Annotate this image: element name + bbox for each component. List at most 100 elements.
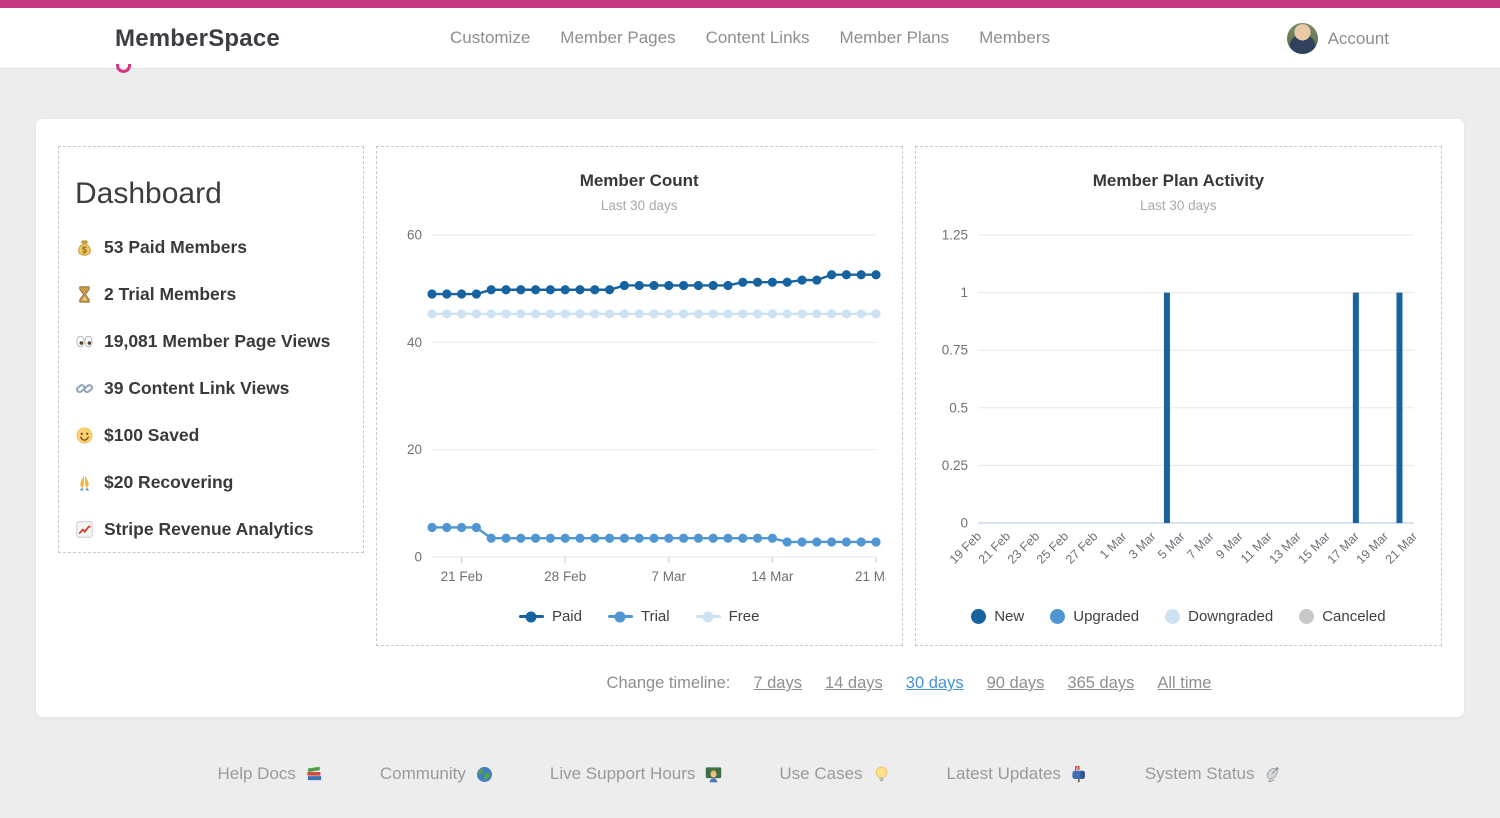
footer-help-docs[interactable]: Help Docs: [217, 764, 323, 784]
legend-marker-icon: [1050, 609, 1066, 624]
brand-accent-bar: [0, 0, 1500, 8]
main-content: Dashboard $ 53 Paid Members 2 Trial Memb…: [0, 69, 1500, 718]
footer-link-label: Help Docs: [217, 764, 296, 783]
stat-label: Stripe Revenue Analytics: [104, 519, 314, 539]
legend-marker-icon: [607, 615, 633, 618]
account-avatar[interactable]: [1286, 23, 1318, 54]
eyes-icon: [76, 335, 93, 348]
stat-label: 53 Paid Members: [104, 237, 247, 257]
satellite-icon: [1266, 766, 1279, 783]
stat-member-page-views[interactable]: 19,081 Member Page Views: [75, 331, 347, 352]
nav-item-content-links[interactable]: Content Links: [705, 28, 810, 47]
stat-content-link-views[interactable]: 39 Content Link Views: [75, 378, 347, 399]
timeline-row: Change timeline: 7 days 14 days 30 days …: [58, 674, 1442, 693]
legend-marker-icon: [971, 609, 987, 624]
svg-text:14 Mar: 14 Mar: [752, 569, 795, 584]
plan-activity-legend: New Upgraded Downgraded Canceled: [971, 608, 1386, 629]
svg-text:0.5: 0.5: [950, 400, 969, 415]
svg-text:7 Mar: 7 Mar: [1185, 529, 1217, 561]
legend-item-trial[interactable]: Trial: [607, 608, 670, 625]
books-icon: [307, 766, 322, 780]
legend-marker-icon: [518, 615, 544, 618]
svg-text:7 Mar: 7 Mar: [652, 569, 687, 584]
legend-item-downgraded[interactable]: Downgraded: [1165, 608, 1273, 625]
svg-text:21 Feb: 21 Feb: [441, 569, 483, 584]
member-count-legend: Paid Trial Free: [518, 608, 760, 629]
praying-hands-icon: [79, 474, 90, 491]
svg-text:15 Mar: 15 Mar: [1296, 529, 1333, 566]
timeline-label: Change timeline:: [606, 674, 731, 692]
timeline-all-time[interactable]: All time: [1157, 674, 1212, 692]
footer-community[interactable]: Community: [380, 764, 494, 784]
smiley-icon: [76, 427, 93, 444]
timeline-14-days[interactable]: 14 days: [825, 674, 883, 692]
svg-text:1.25: 1.25: [942, 228, 968, 243]
legend-item-upgraded[interactable]: Upgraded: [1050, 608, 1139, 625]
svg-text:20: 20: [407, 442, 422, 457]
globe-icon: [476, 766, 492, 782]
account-menu[interactable]: Account: [1286, 8, 1389, 69]
svg-text:19 Mar: 19 Mar: [1354, 529, 1391, 566]
svg-text:21 Feb: 21 Feb: [976, 529, 1013, 566]
legend-item-new[interactable]: New: [971, 608, 1024, 625]
svg-text:17 Mar: 17 Mar: [1325, 529, 1362, 566]
page-title: Dashboard: [75, 177, 222, 210]
stat-trial-members[interactable]: 2 Trial Members: [75, 284, 347, 305]
nav-item-member-plans[interactable]: Member Plans: [839, 28, 950, 47]
svg-text:19 Feb: 19 Feb: [947, 529, 984, 566]
account-label: Account: [1327, 28, 1389, 48]
legend-item-free[interactable]: Free: [695, 608, 760, 625]
stat-saved[interactable]: $100 Saved: [75, 425, 347, 446]
timeline-365-days[interactable]: 365 days: [1067, 674, 1135, 692]
svg-text:0.75: 0.75: [942, 343, 968, 358]
footer-link-label: System Status: [1144, 764, 1255, 783]
stat-recovering[interactable]: $20 Recovering: [75, 472, 347, 493]
timeline-30-days[interactable]: 30 days: [905, 674, 964, 692]
chart-title: Member Plan Activity: [1092, 171, 1265, 190]
memberspace-logo[interactable]: MemberSpace: [115, 8, 280, 73]
footer-latest-updates[interactable]: Latest Updates: [947, 764, 1089, 784]
svg-text:21 Mar: 21 Mar: [855, 569, 886, 584]
legend-item-canceled[interactable]: Canceled: [1299, 608, 1386, 625]
footer-system-status[interactable]: System Status: [1145, 764, 1283, 784]
dashboard-stats-panel: Dashboard $ 53 Paid Members 2 Trial Memb…: [58, 146, 364, 553]
svg-text:21 Mar: 21 Mar: [1383, 529, 1420, 566]
svg-text:40: 40: [407, 335, 422, 350]
stat-label: 2 Trial Members: [104, 284, 237, 304]
logo-text: MemberSpace: [115, 24, 280, 52]
svg-text:13 Mar: 13 Mar: [1267, 529, 1304, 566]
svg-text:60: 60: [407, 228, 422, 243]
footer-live-support-hours[interactable]: Live Support Hours: [550, 764, 724, 784]
legend-label: New: [994, 608, 1025, 625]
footer-use-cases[interactable]: Use Cases: [779, 764, 890, 784]
legend-label: Free: [728, 608, 760, 625]
legend-marker-icon: [695, 615, 721, 618]
nav-item-member-pages[interactable]: Member Pages: [560, 28, 676, 47]
legend-label: Trial: [640, 608, 670, 625]
svg-text:1: 1: [961, 285, 969, 300]
stat-paid-members[interactable]: $ 53 Paid Members: [75, 237, 347, 258]
footer-link-label: Live Support Hours: [549, 764, 696, 783]
timeline-7-days[interactable]: 7 days: [753, 674, 802, 692]
legend-label: Canceled: [1322, 608, 1386, 625]
nav-item-members[interactable]: Members: [979, 28, 1050, 47]
dashboard-card: Dashboard $ 53 Paid Members 2 Trial Memb…: [35, 118, 1465, 718]
svg-text:0: 0: [415, 550, 423, 565]
bulb-icon: [875, 766, 887, 781]
timeline-90-days[interactable]: 90 days: [986, 674, 1045, 692]
legend-label: Paid: [551, 608, 582, 625]
svg-text:28 Feb: 28 Feb: [544, 569, 586, 584]
svg-text:0.25: 0.25: [942, 458, 968, 473]
member-count-panel: Member Count Last 30 days 0 20 40 60 21 Feb 2…: [375, 146, 903, 646]
footer-link-label: Use Cases: [779, 764, 863, 783]
stat-label: $20 Recovering: [104, 472, 234, 492]
stat-stripe-revenue-analytics[interactable]: Stripe Revenue Analytics: [75, 519, 347, 540]
footer-link-label: Latest Updates: [946, 764, 1061, 783]
stat-label: 39 Content Link Views: [104, 378, 290, 398]
svg-text:23 Feb: 23 Feb: [1005, 529, 1042, 566]
nav-item-customize[interactable]: Customize: [449, 28, 531, 47]
legend-item-paid[interactable]: Paid: [518, 608, 582, 625]
legend-marker-icon: [1165, 609, 1181, 624]
legend-label: Downgraded: [1188, 608, 1274, 625]
